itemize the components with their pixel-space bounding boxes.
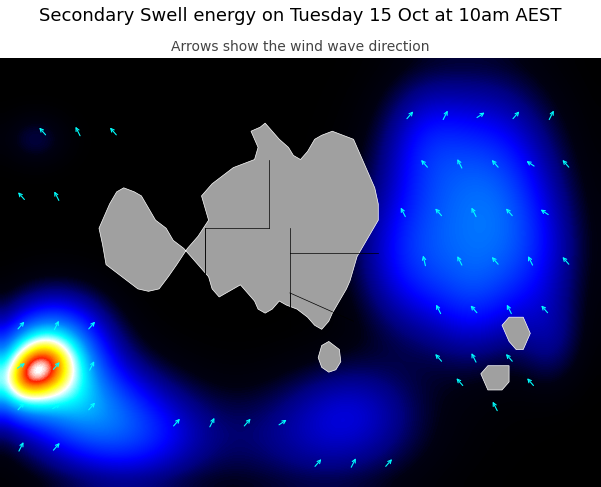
Polygon shape <box>99 123 378 329</box>
Polygon shape <box>481 366 509 390</box>
Text: Arrows show the wind wave direction: Arrows show the wind wave direction <box>171 40 430 55</box>
Polygon shape <box>502 317 530 350</box>
Text: Secondary Swell energy on Tuesday 15 Oct at 10am AEST: Secondary Swell energy on Tuesday 15 Oct… <box>39 7 562 25</box>
Polygon shape <box>318 341 341 372</box>
